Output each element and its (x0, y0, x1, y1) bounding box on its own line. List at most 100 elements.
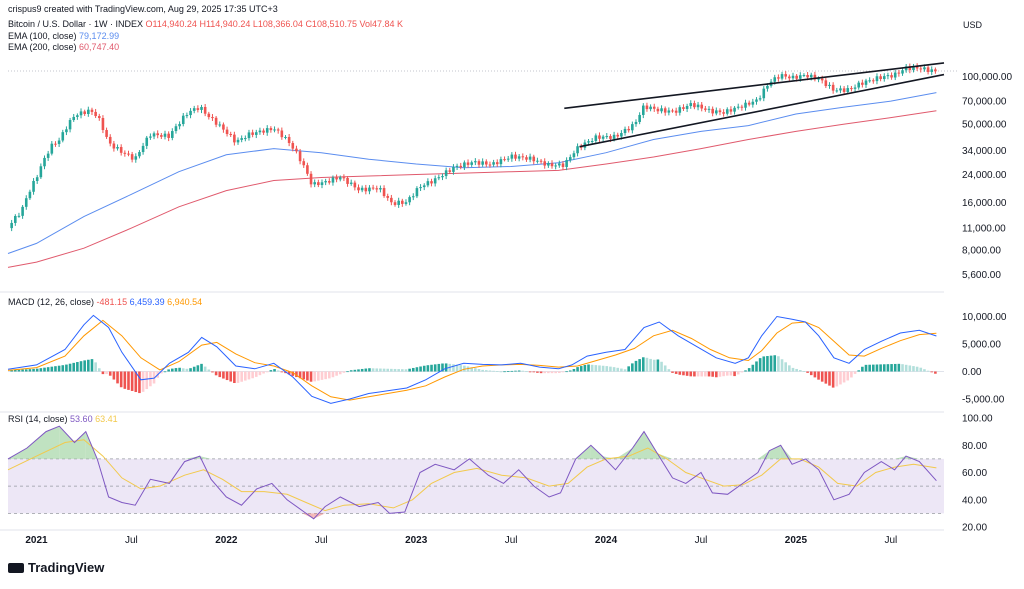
candle-up (547, 163, 550, 166)
candle-down (353, 182, 357, 188)
macd-histogram-bar (601, 365, 605, 372)
candle-up (14, 215, 17, 223)
candle-up (678, 107, 682, 113)
macd-histogram-bar (79, 361, 83, 372)
macd-histogram-bar (342, 371, 346, 373)
candle-up (61, 132, 65, 141)
candle-down (105, 130, 108, 137)
candle-up (236, 139, 240, 143)
candle-up (10, 222, 13, 229)
time-axis-tick-label: Jul (505, 535, 518, 546)
candle-up (510, 154, 514, 159)
candle-down (656, 108, 660, 112)
macd-histogram-bar (707, 371, 711, 377)
time-axis-tick-label: 2024 (595, 535, 618, 546)
ema200-legend[interactable]: EMA (200, close) 60,747.40 (8, 42, 119, 52)
macd-histogram-bar (711, 371, 714, 377)
candle-down (371, 187, 375, 189)
macd-line-value: 6,459.39 (129, 297, 165, 307)
candle-up (901, 70, 904, 74)
candle-up (744, 102, 747, 108)
macd-histogram-bar (689, 371, 693, 377)
candle-down (298, 151, 302, 162)
candle-down (459, 165, 463, 168)
candle-down (919, 68, 923, 70)
macd-histogram-bar (755, 361, 758, 372)
macd-histogram-bar (561, 371, 565, 373)
candle-up (572, 153, 576, 158)
macd-histogram-bar (313, 371, 316, 382)
rsi-ma-line (7, 439, 937, 512)
macd-axis-tick-label: -5,000.00 (962, 395, 1005, 406)
macd-histogram-bar (119, 371, 123, 388)
candle-up (715, 110, 718, 114)
macd-histogram-bar (795, 368, 798, 372)
macd-histogram-bar (875, 364, 879, 372)
macd-histogram-bar (145, 371, 149, 390)
candle-down (879, 76, 882, 80)
candle-up (868, 80, 871, 82)
rsi-overbought-fill (590, 445, 603, 459)
candle-down (700, 104, 704, 109)
candle-up (320, 182, 324, 186)
macd-histogram-bar (298, 371, 302, 379)
macd-histogram-bar (371, 368, 375, 372)
macd-histogram-bar (382, 368, 386, 372)
macd-histogram-bar (167, 369, 170, 372)
macd-histogram-bar (587, 364, 590, 372)
candle-down (309, 173, 313, 185)
candle-up (404, 202, 408, 204)
candle-up (68, 120, 72, 130)
candle-up (24, 198, 28, 207)
macd-histogram-bar (444, 363, 448, 372)
candle-down (101, 118, 105, 131)
macd-signal-value: 6,940.54 (167, 297, 203, 307)
candle-down (335, 177, 338, 180)
candle-down (543, 161, 547, 166)
macd-histogram-bar (441, 363, 444, 372)
macd-histogram-bar (620, 368, 623, 372)
candle-up (21, 206, 24, 216)
candle-down (645, 105, 649, 110)
ema100-line (7, 92, 937, 254)
macd-histogram-bar (280, 371, 284, 373)
candle-up (411, 196, 415, 198)
brand-name: TradingView (28, 560, 105, 575)
candle-up (696, 104, 700, 108)
candle-up (528, 156, 532, 160)
candle-up (875, 76, 879, 82)
candle-up (930, 69, 934, 72)
macd-histogram-bar (379, 368, 382, 372)
price-axis-tick-label: 16,000.00 (962, 198, 1007, 209)
candle-up (492, 162, 495, 165)
macd-histogram-bar (495, 371, 499, 372)
candle-up (189, 110, 192, 116)
ema200-label: EMA (200, close) (8, 42, 77, 52)
macd-histogram-bar (667, 369, 671, 372)
candle-up (634, 121, 638, 125)
ema100-legend[interactable]: EMA (100, close) 79,172.99 (8, 31, 119, 41)
macd-legend[interactable]: MACD (12, 26, close) -481.15 6,459.39 6,… (8, 297, 202, 307)
rsi-title: RSI (14, close) (8, 414, 68, 424)
rsi-overbought-fill (46, 426, 60, 459)
macd-histogram-bar (17, 369, 21, 372)
time-axis-tick-label: Jul (695, 535, 708, 546)
macd-histogram-bar (912, 366, 915, 372)
macd-histogram-bar (287, 371, 291, 375)
macd-histogram-bar (411, 367, 415, 372)
macd-histogram-bar (386, 368, 390, 372)
ohlc-high: H114,940.24 (199, 19, 251, 29)
candle-up (171, 131, 174, 138)
candle-up (620, 133, 623, 137)
candle-down (291, 143, 295, 149)
tradingview-logo[interactable]: TradingView (8, 560, 104, 575)
macd-histogram-bar (178, 367, 181, 372)
macd-histogram-bar (222, 371, 225, 379)
rsi-legend[interactable]: RSI (14, close) 53.60 63.41 (8, 414, 118, 424)
macd-histogram-bar (828, 371, 831, 386)
symbol-name[interactable]: Bitcoin / U.S. Dollar · 1W · INDEX (8, 19, 144, 29)
candle-up (660, 108, 663, 112)
macd-histogram-bar (459, 365, 463, 372)
candle-up (163, 133, 167, 137)
macd-histogram-bar (196, 365, 200, 372)
